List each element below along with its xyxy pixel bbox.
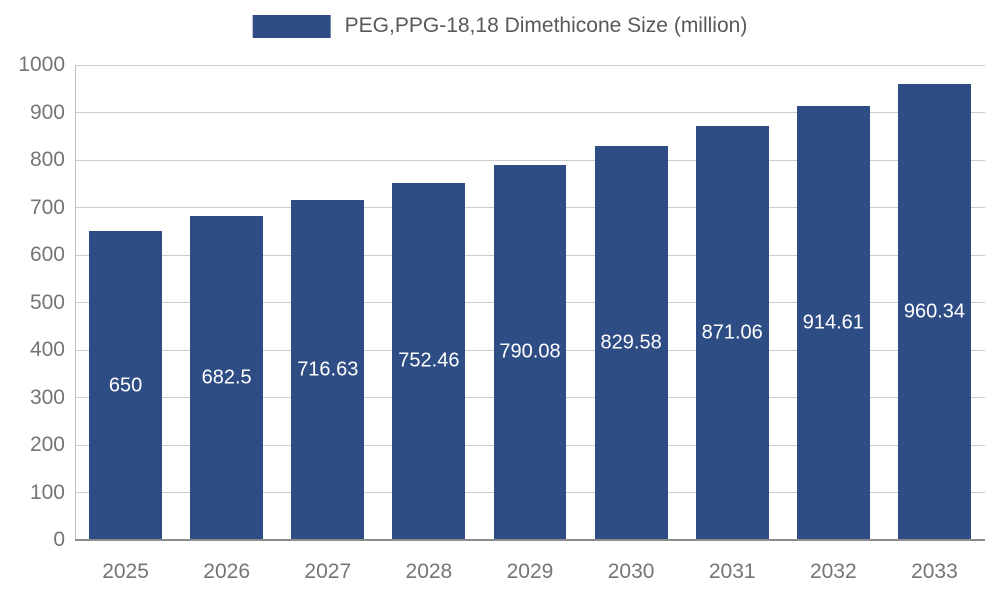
- x-tick-label: 2029: [506, 560, 554, 583]
- bar-value-label: 829.58: [600, 331, 662, 354]
- bar[interactable]: [392, 182, 466, 540]
- y-tick-label: 600: [29, 243, 65, 266]
- y-tick-label: 200: [29, 433, 65, 456]
- x-tick-label: 2031: [708, 560, 756, 583]
- bar-value-label: 650: [108, 374, 143, 397]
- gridline: [75, 112, 985, 113]
- gridline: [75, 64, 985, 66]
- bar[interactable]: [493, 164, 567, 540]
- y-tick-label: 700: [29, 195, 65, 219]
- legend-label: PEG,PPG-18,18 Dimethicone Size (million): [344, 14, 748, 37]
- y-tick-label: 300: [29, 385, 65, 409]
- bar-value-label: 752.46: [398, 349, 460, 372]
- y-tick-label: 500: [29, 290, 65, 314]
- bar[interactable]: [594, 145, 668, 540]
- bar-value-label: 682.5: [201, 366, 252, 389]
- legend-swatch: [252, 14, 331, 38]
- y-tick-label: 400: [29, 338, 65, 361]
- y-tick-label: 800: [29, 148, 65, 171]
- bar[interactable]: [190, 215, 264, 540]
- x-axis-line: [75, 539, 985, 541]
- legend[interactable]: PEG,PPG-18,18 Dimethicone Size (million): [252, 14, 748, 38]
- y-tick-label: 100: [29, 480, 65, 504]
- bar-value-label: 914.61: [802, 311, 864, 334]
- x-tick-label: 2033: [911, 560, 958, 583]
- bar[interactable]: [89, 231, 162, 540]
- bar-value-label: 960.34: [903, 300, 966, 323]
- y-axis-line: [75, 65, 76, 540]
- y-tick-label: 1000: [18, 53, 65, 76]
- x-tick-label: 2027: [304, 560, 352, 583]
- y-tick-label: 0: [53, 528, 65, 551]
- x-tick-label: 2028: [405, 560, 453, 583]
- x-tick-label: 2030: [607, 560, 655, 583]
- y-tick-label: 900: [29, 100, 65, 124]
- gridline: [75, 159, 985, 161]
- x-tick-label: 2026: [203, 560, 251, 583]
- x-tick-label: 2032: [809, 560, 857, 583]
- bar[interactable]: [695, 126, 769, 540]
- x-tick-label: 2025: [102, 560, 149, 583]
- bar[interactable]: [898, 83, 971, 540]
- bar[interactable]: [796, 105, 870, 540]
- bar[interactable]: [291, 199, 365, 540]
- bar-value-label: 871.06: [701, 321, 763, 344]
- bar-value-label: 790.08: [499, 340, 561, 363]
- bar-value-label: 716.63: [297, 358, 359, 381]
